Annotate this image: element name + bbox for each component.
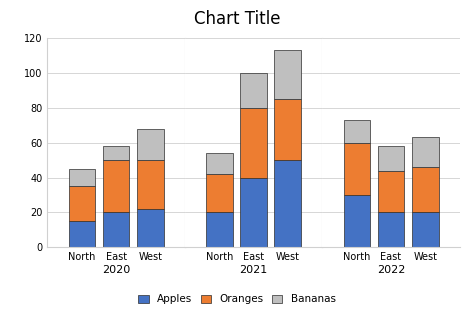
Bar [206,212,233,247]
Bar [206,174,233,212]
Bar [137,129,164,160]
Bar [103,160,129,212]
Bar [240,178,267,247]
Bar [69,186,95,221]
Bar [378,212,404,247]
Bar [240,108,267,178]
X-axis label: 2021: 2021 [239,265,268,275]
Bar [412,138,438,167]
Text: Chart Title: Chart Title [194,10,280,28]
Bar [274,99,301,160]
Bar [137,160,164,209]
Bar [103,146,129,160]
X-axis label: 2020: 2020 [102,265,130,275]
Bar [344,143,370,195]
Bar [206,153,233,174]
Bar [344,195,370,247]
Bar [137,209,164,247]
Bar [378,171,404,212]
X-axis label: 2022: 2022 [377,265,405,275]
Bar [378,146,404,171]
Bar [240,73,267,108]
Bar [69,221,95,247]
Bar [412,167,438,212]
Bar [69,169,95,186]
Bar [412,212,438,247]
Legend: Apples, Oranges, Bananas: Apples, Oranges, Bananas [134,290,340,309]
Bar [103,212,129,247]
Bar [274,50,301,99]
Bar [344,120,370,143]
Bar [274,160,301,247]
